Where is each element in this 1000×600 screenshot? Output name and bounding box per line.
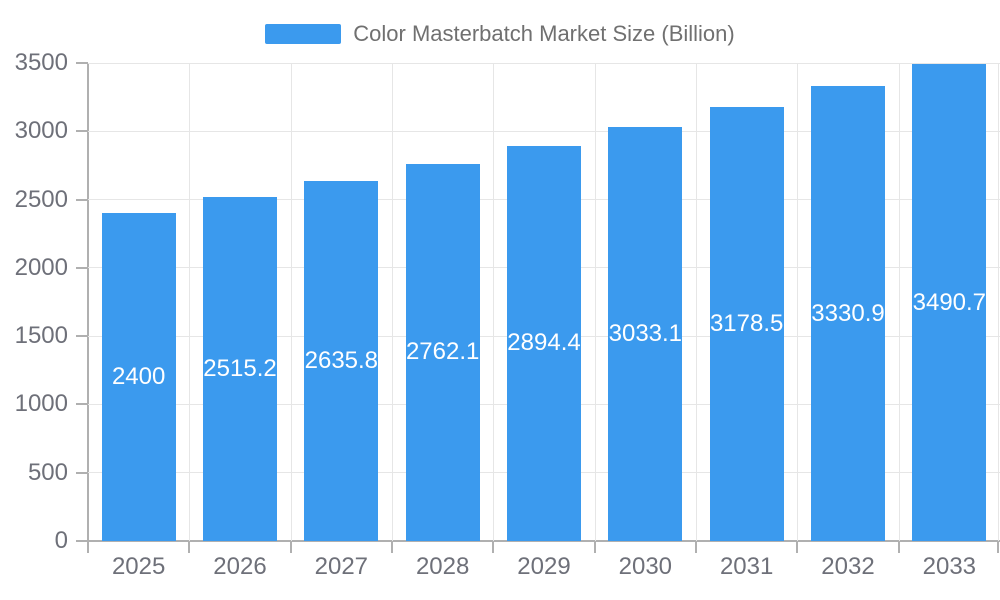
bar bbox=[507, 145, 581, 541]
y-axis-tick-label: 500 bbox=[27, 458, 68, 486]
x-axis-tick-label: 2030 bbox=[618, 553, 673, 580]
y-axis-tick bbox=[76, 335, 88, 338]
legend[interactable]: Color Masterbatch Market Size (Billion) bbox=[0, 21, 1000, 47]
bar-value-label: 2515.2 bbox=[203, 355, 277, 383]
bar bbox=[608, 126, 683, 541]
y-axis-tick bbox=[76, 62, 88, 64]
y-axis-tick-label: 2000 bbox=[14, 253, 68, 281]
bar bbox=[709, 106, 784, 541]
x-axis-tick bbox=[593, 541, 596, 553]
bar-value-label: 3330.9 bbox=[811, 299, 885, 327]
grid-line-vertical bbox=[290, 63, 292, 541]
x-axis-tick-label: 2028 bbox=[415, 553, 470, 580]
grid-line-horizontal bbox=[88, 62, 1000, 64]
x-axis-tick-label: 2027 bbox=[314, 553, 369, 580]
legend-label: Color Masterbatch Market Size (Billion) bbox=[353, 21, 735, 46]
bar-value-label: 3033.1 bbox=[608, 319, 683, 347]
grid-line-vertical bbox=[189, 63, 191, 541]
bar bbox=[203, 197, 277, 541]
y-axis-tick bbox=[76, 130, 88, 133]
y-axis-tick-label: 1000 bbox=[14, 390, 68, 418]
bar-value-label: 3178.5 bbox=[709, 309, 784, 337]
x-axis-tick bbox=[796, 541, 799, 553]
y-axis-tick bbox=[76, 540, 88, 542]
y-axis-tick-label: 1500 bbox=[14, 322, 68, 350]
grid-line-vertical bbox=[797, 63, 799, 541]
x-axis-line bbox=[87, 540, 1000, 542]
bar-value-label: 3490.7 bbox=[912, 288, 987, 316]
x-axis-tick-label: 2026 bbox=[213, 553, 267, 580]
y-axis-line bbox=[87, 63, 89, 553]
grid-line-horizontal bbox=[88, 130, 1000, 132]
y-axis-tick bbox=[76, 471, 88, 474]
x-axis-tick bbox=[695, 541, 697, 553]
bar bbox=[912, 64, 987, 541]
y-axis-tick bbox=[76, 266, 88, 269]
grid-line-vertical bbox=[392, 63, 393, 541]
grid-line-vertical bbox=[594, 63, 596, 541]
x-axis-tick bbox=[188, 541, 191, 553]
y-axis-tick-label: 3000 bbox=[14, 117, 68, 145]
x-axis-tick bbox=[492, 541, 495, 553]
bar bbox=[405, 163, 480, 541]
x-axis-tick-label: 2033 bbox=[922, 553, 977, 580]
x-axis-tick bbox=[997, 541, 999, 553]
y-axis-tick-label: 0 bbox=[54, 527, 68, 554]
x-axis-tick-label: 2031 bbox=[719, 553, 774, 580]
y-axis-tick-label: 3500 bbox=[14, 49, 68, 76]
grid-line-vertical bbox=[696, 63, 697, 541]
grid-line-vertical bbox=[898, 63, 900, 541]
grid-line-vertical bbox=[998, 63, 999, 541]
x-axis-tick bbox=[289, 541, 292, 553]
bar-value-label: 2400 bbox=[111, 363, 166, 391]
y-axis-tick bbox=[76, 403, 88, 406]
y-axis-tick-label: 2500 bbox=[14, 185, 68, 213]
bar-value-label: 2635.8 bbox=[304, 347, 379, 374]
bar bbox=[811, 86, 885, 541]
x-axis-tick-label: 2032 bbox=[821, 553, 875, 580]
x-axis-tick bbox=[87, 541, 89, 553]
x-axis-tick-label: 2029 bbox=[517, 553, 571, 580]
bar-value-label: 2762.1 bbox=[405, 338, 480, 366]
bar-value-label: 2894.4 bbox=[507, 329, 581, 357]
legend-swatch-icon bbox=[265, 24, 342, 44]
y-axis-tick bbox=[76, 198, 88, 201]
x-axis-tick bbox=[897, 541, 900, 553]
x-axis-tick-label: 2025 bbox=[111, 553, 166, 580]
x-axis-tick bbox=[391, 541, 393, 553]
grid-line-vertical bbox=[493, 63, 495, 541]
bar bbox=[101, 213, 176, 541]
bar bbox=[304, 181, 379, 541]
